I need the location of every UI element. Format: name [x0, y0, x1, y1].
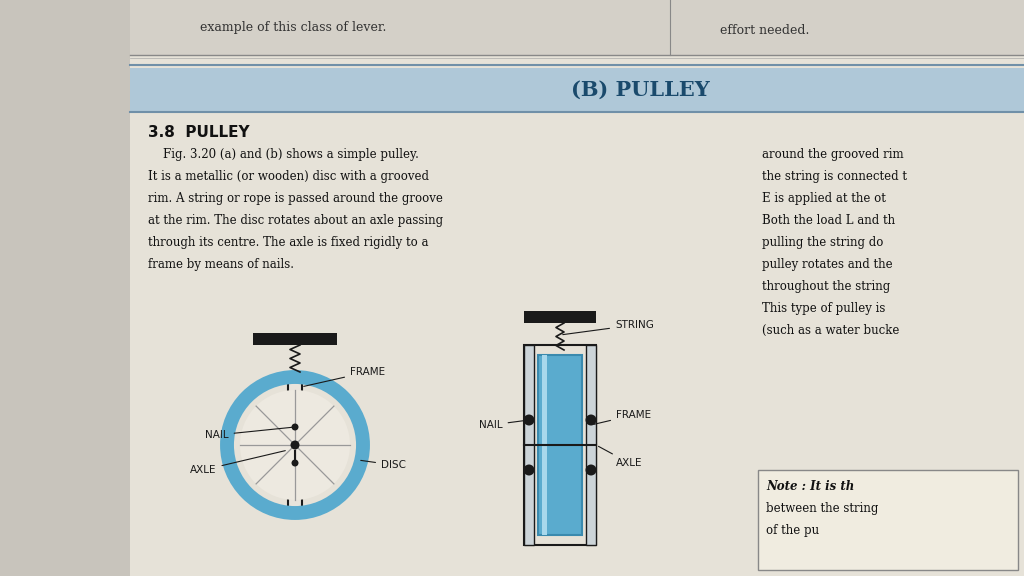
Circle shape	[240, 390, 350, 500]
Text: around the grooved rim: around the grooved rim	[762, 148, 903, 161]
Text: NAIL: NAIL	[479, 420, 526, 430]
Bar	[524, 311, 596, 323]
Circle shape	[586, 415, 597, 426]
Text: Fig. 3.20 (a) and (b) shows a simple pulley.: Fig. 3.20 (a) and (b) shows a simple pul…	[148, 148, 419, 161]
Text: through its centre. The axle is fixed rigidly to a: through its centre. The axle is fixed ri…	[148, 236, 428, 249]
Bar	[253, 333, 337, 345]
Text: NAIL: NAIL	[205, 427, 292, 440]
Text: (B) PULLEY: (B) PULLEY	[570, 80, 710, 100]
Bar	[130, 0, 1024, 55]
Text: (such as a water bucke: (such as a water bucke	[762, 324, 899, 337]
Bar	[758, 470, 1018, 570]
Bar	[524, 345, 596, 545]
Text: It is a metallic (or wooden) disc with a grooved: It is a metallic (or wooden) disc with a…	[148, 170, 429, 183]
Text: 3.8  PULLEY: 3.8 PULLEY	[148, 125, 250, 140]
Text: AXLE: AXLE	[190, 450, 286, 475]
Circle shape	[523, 464, 535, 476]
Circle shape	[291, 441, 299, 449]
Text: STRING: STRING	[563, 320, 654, 335]
Circle shape	[523, 415, 535, 426]
Text: the string is connected t: the string is connected t	[762, 170, 907, 183]
Circle shape	[292, 423, 299, 430]
Text: This type of pulley is: This type of pulley is	[762, 302, 886, 315]
Text: pulling the string do: pulling the string do	[762, 236, 884, 249]
Text: Note : It is th: Note : It is th	[766, 480, 854, 493]
Bar	[130, 0, 1024, 576]
Text: FRAME: FRAME	[304, 367, 385, 386]
Text: E is applied at the ot: E is applied at the ot	[762, 192, 886, 205]
Text: Both the load L and th: Both the load L and th	[762, 214, 895, 227]
Circle shape	[292, 460, 299, 467]
Text: FRAME: FRAME	[594, 410, 651, 425]
Bar	[130, 68, 1024, 112]
Text: rim. A string or rope is passed around the groove: rim. A string or rope is passed around t…	[148, 192, 442, 205]
Bar	[538, 355, 582, 535]
Bar	[542, 355, 547, 535]
Text: throughout the string: throughout the string	[762, 280, 894, 293]
Text: at the rim. The disc rotates about an axle passing: at the rim. The disc rotates about an ax…	[148, 214, 443, 227]
Text: example of this class of lever.: example of this class of lever.	[200, 21, 386, 35]
Text: between the string: between the string	[766, 502, 882, 515]
Text: AXLE: AXLE	[598, 446, 642, 468]
Text: of the pu: of the pu	[766, 524, 819, 537]
Bar	[524, 345, 534, 545]
Text: effort needed.: effort needed.	[720, 24, 809, 36]
Bar	[288, 379, 302, 511]
Circle shape	[586, 464, 597, 476]
Text: pulley rotates and the: pulley rotates and the	[762, 258, 893, 271]
Text: DISC: DISC	[360, 460, 406, 470]
Bar	[586, 345, 596, 545]
Text: frame by means of nails.: frame by means of nails.	[148, 258, 294, 271]
